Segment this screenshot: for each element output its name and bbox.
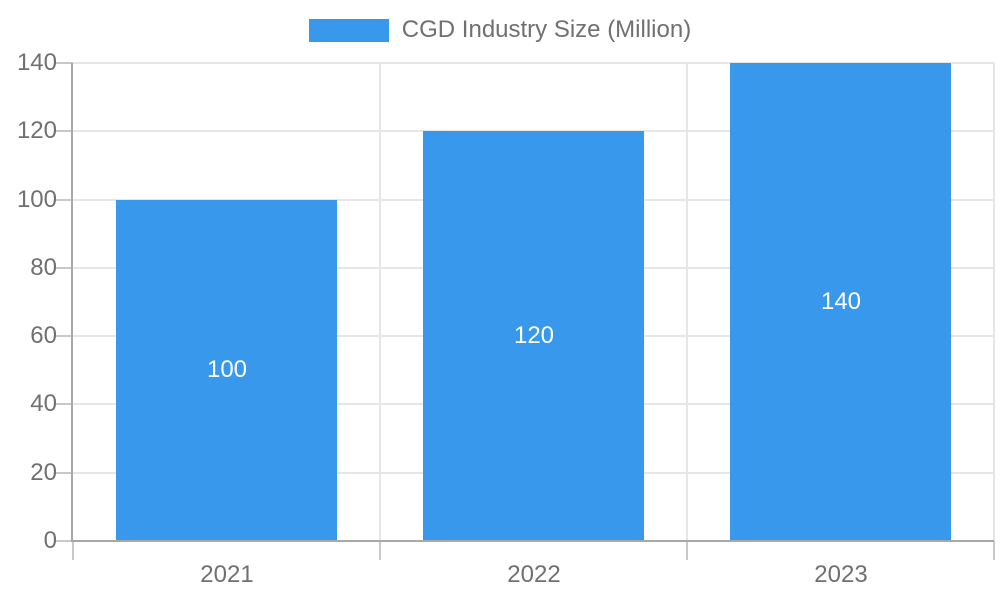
legend-label: CGD Industry Size (Million): [401, 16, 692, 43]
y-axis-tick-label: 0: [43, 527, 57, 554]
y-tick-mark: [55, 472, 73, 474]
x-axis-category-label: 2021: [200, 561, 254, 588]
bar-value-label: 100: [206, 356, 248, 383]
legend[interactable]: CGD Industry Size (Million): [0, 16, 1000, 44]
x-tick-mark: [72, 541, 74, 560]
x-gridline: [686, 63, 688, 541]
y-axis-tick-label: 120: [16, 117, 57, 144]
y-axis-line: [71, 63, 73, 541]
x-tick-mark: [379, 541, 381, 560]
bar-value-label: 120: [513, 322, 555, 349]
x-axis-line: [71, 540, 994, 542]
y-tick-mark: [55, 267, 73, 269]
x-axis-category-label: 2023: [814, 561, 868, 588]
bar-value-label: 140: [820, 288, 862, 315]
y-tick-mark: [55, 62, 73, 64]
x-tick-mark: [993, 541, 995, 560]
bar-2021[interactable]: [116, 200, 337, 541]
bar-2023[interactable]: [730, 63, 951, 541]
y-axis-tick-label: 60: [30, 322, 57, 349]
y-axis-tick-label: 140: [16, 49, 57, 76]
legend-swatch-icon: [308, 18, 389, 42]
x-tick-mark: [686, 541, 688, 560]
x-axis-category-label: 2022: [507, 561, 561, 588]
y-gridline: [73, 62, 994, 64]
y-tick-mark: [55, 540, 73, 542]
y-tick-mark: [55, 130, 73, 132]
y-tick-mark: [55, 199, 73, 201]
y-axis-tick-label: 40: [30, 390, 57, 417]
x-gridline: [379, 63, 381, 541]
y-axis-tick-label: 80: [30, 254, 57, 281]
y-axis-tick-label: 100: [16, 186, 57, 213]
y-axis-tick-label: 20: [30, 459, 57, 486]
bar-2022[interactable]: [423, 131, 644, 541]
x-gridline: [993, 63, 995, 541]
y-tick-mark: [55, 403, 73, 405]
y-tick-mark: [55, 335, 73, 337]
